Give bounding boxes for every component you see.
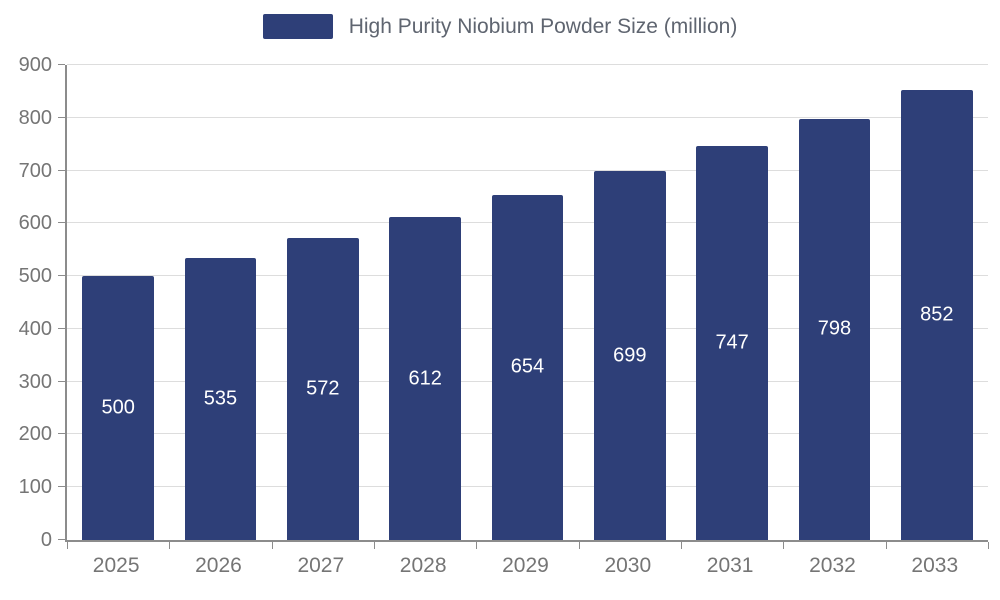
bar-2029[interactable]: 654 bbox=[491, 194, 564, 540]
x-axis-tick-label: 2028 bbox=[399, 554, 447, 577]
bar-2030[interactable]: 699 bbox=[593, 171, 666, 540]
x-axis-tick-mark bbox=[783, 542, 785, 549]
x-axis: 2025 2026 2027 2028 2029 2030 2031 2032 2033 bbox=[65, 554, 986, 578]
bar-value-label: 535 bbox=[203, 387, 238, 410]
y-axis-tick-mark bbox=[58, 327, 65, 329]
y-axis-tick-mark bbox=[58, 275, 65, 277]
bar-value-label: 699 bbox=[613, 344, 647, 367]
bar-2026[interactable]: 535 bbox=[184, 257, 257, 540]
bar-value-label: 612 bbox=[408, 367, 442, 389]
bar-band-2030: 699 bbox=[579, 65, 681, 540]
y-axis-tick-mark bbox=[58, 222, 65, 224]
y-axis: 0 100 200 300 400 500 600 700 800 900 bbox=[0, 55, 52, 550]
y-axis-tick-label: 200 bbox=[18, 423, 52, 446]
y-axis-tick-label: 300 bbox=[18, 370, 52, 393]
x-axis-tick-label: 2031 bbox=[706, 554, 754, 577]
bar-band-2032: 798 bbox=[783, 65, 885, 540]
x-axis-tick-mark bbox=[988, 542, 989, 549]
bar-band-2029: 654 bbox=[476, 65, 578, 540]
y-axis-tick-mark bbox=[58, 169, 65, 171]
bar-band-2028: 612 bbox=[374, 65, 476, 540]
x-axis-tick-label: 2026 bbox=[195, 554, 242, 577]
gridline bbox=[67, 64, 988, 65]
x-axis-tick-mark bbox=[680, 542, 682, 549]
x-axis-tick-mark bbox=[578, 542, 580, 549]
plot-area: 500 535 572 612 654 699 747 798 852 bbox=[58, 64, 989, 549]
legend-swatch-icon bbox=[262, 14, 333, 39]
bar-2025[interactable]: 500 bbox=[82, 276, 154, 540]
y-axis-tick-mark bbox=[58, 433, 65, 435]
x-axis-tick-label: 2030 bbox=[604, 554, 652, 577]
y-axis-tick-mark bbox=[58, 64, 65, 65]
x-axis-tick-label: 2033 bbox=[911, 554, 959, 577]
x-axis-tick-mark bbox=[885, 542, 887, 549]
y-axis-tick-label: 700 bbox=[18, 159, 52, 182]
y-axis-tick-label: 600 bbox=[18, 212, 52, 235]
y-axis-tick-label: 400 bbox=[18, 317, 52, 340]
bar-value-label: 500 bbox=[101, 396, 135, 419]
x-axis-tick-label: 2029 bbox=[502, 554, 549, 577]
y-axis-tick-label: 900 bbox=[18, 54, 52, 76]
x-axis-tick-mark bbox=[271, 542, 273, 549]
bar-2031[interactable]: 747 bbox=[696, 145, 768, 540]
x-axis-tick-mark bbox=[373, 542, 375, 549]
y-axis-tick-label: 100 bbox=[18, 476, 52, 499]
legend-label: High Purity Niobium Powder Size (million… bbox=[348, 14, 738, 38]
x-axis-tick-label: 2032 bbox=[809, 554, 856, 577]
bar-2028[interactable]: 612 bbox=[389, 217, 461, 540]
y-axis-tick-mark bbox=[58, 380, 65, 382]
x-axis-tick-label: 2025 bbox=[92, 554, 140, 577]
y-axis-tick-label: 800 bbox=[18, 106, 52, 129]
bar-value-label: 852 bbox=[920, 303, 954, 326]
gridline bbox=[67, 169, 988, 171]
bar-value-label: 747 bbox=[715, 331, 749, 354]
y-axis-tick-mark bbox=[58, 539, 65, 540]
bar-band-2027: 572 bbox=[272, 65, 374, 540]
bar-band-2033: 852 bbox=[886, 65, 988, 540]
bar-2027[interactable]: 572 bbox=[287, 238, 359, 540]
bar-value-label: 572 bbox=[306, 377, 340, 400]
bar-value-label: 798 bbox=[817, 317, 852, 340]
bars-group: 500 535 572 612 654 699 747 798 852 bbox=[67, 65, 988, 540]
bar-band-2031: 747 bbox=[681, 65, 783, 540]
bar-band-2025: 500 bbox=[67, 65, 169, 540]
bar-2032[interactable]: 798 bbox=[798, 118, 871, 540]
y-axis-tick-label: 0 bbox=[40, 529, 52, 551]
y-axis-tick-mark bbox=[58, 116, 65, 118]
bar-2033[interactable]: 852 bbox=[900, 90, 973, 540]
x-axis-tick-label: 2027 bbox=[297, 554, 345, 577]
bar-value-label: 654 bbox=[510, 355, 545, 378]
x-axis-tick-mark bbox=[476, 542, 478, 549]
legend[interactable]: High Purity Niobium Powder Size (million… bbox=[0, 14, 1000, 39]
x-axis-tick-mark bbox=[169, 542, 171, 549]
bar-band-2026: 535 bbox=[169, 65, 271, 540]
y-axis-tick-label: 500 bbox=[18, 265, 52, 288]
y-axis-tick-mark bbox=[58, 486, 65, 488]
x-axis-tick-mark bbox=[67, 542, 68, 549]
gridline bbox=[67, 116, 988, 118]
